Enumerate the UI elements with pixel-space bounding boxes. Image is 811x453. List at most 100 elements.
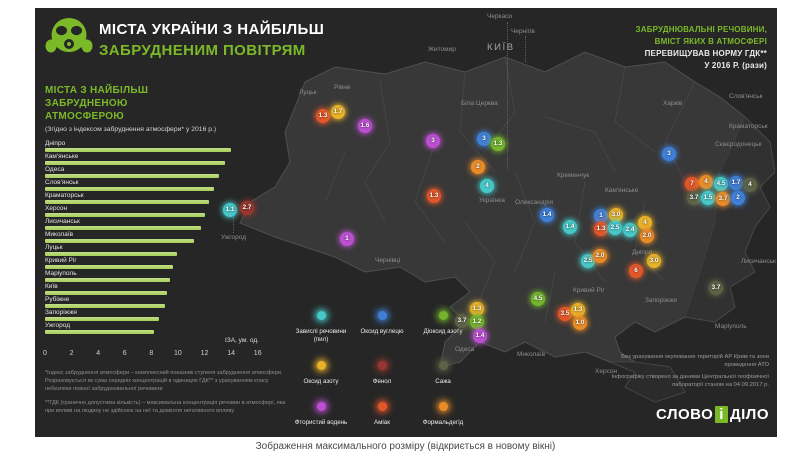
bar-value	[45, 291, 168, 295]
map-city-label: Житомир	[428, 46, 456, 53]
map-city-label: Одеса	[455, 346, 475, 353]
gas-mask-icon	[45, 18, 93, 53]
bar-value	[45, 213, 205, 217]
pollutant-marker: 3	[426, 134, 440, 148]
leader-line	[525, 36, 526, 62]
footnote-1: *Індекс забруднення атмосфери – комплекс…	[45, 370, 283, 392]
axis-tick-label: 6	[122, 350, 127, 357]
pollutant-marker: 4	[480, 179, 494, 193]
bar-value	[45, 148, 232, 152]
pollutant-marker: 1.7	[331, 105, 345, 119]
pollutant-marker: 2.5	[608, 221, 622, 235]
pollutant-marker: 2	[731, 191, 745, 205]
dust-icon	[316, 311, 326, 320]
bar-row: Маріуполь	[45, 270, 293, 282]
logo-word2: і	[715, 406, 728, 423]
map-city-label: Дніпро	[632, 249, 653, 256]
bar-chart-panel: МІСТА З НАЙБІЛЬШ ЗАБРУДНЕНОЮ АТМОСФЕРОЮ …	[43, 84, 293, 416]
soot-icon	[438, 360, 448, 370]
bar-city-label: Кривий Ріг	[45, 257, 77, 264]
bar-city-label: Маріуполь	[45, 270, 77, 277]
hf-icon	[316, 402, 326, 412]
bar-row: Кривий Ріг	[45, 257, 293, 269]
pollutant-marker: 2.4	[623, 223, 637, 237]
legend-item: Завислі речовини (пил)	[293, 307, 349, 344]
bar-row: Луцьк	[45, 244, 293, 256]
pollutant-marker: 3.5	[558, 307, 572, 321]
ukraine-map	[239, 51, 775, 403]
logo-word3: ДІЛО	[729, 406, 769, 423]
bar-value	[45, 252, 177, 256]
bar-city-label: Запоріжжя	[45, 309, 77, 316]
bar-value	[45, 161, 225, 165]
legend-label: Діоксид азоту	[423, 328, 463, 335]
bar-value	[45, 239, 194, 243]
bar-value	[45, 226, 201, 230]
bar-value	[45, 174, 220, 178]
pollutant-marker: 1	[340, 232, 354, 246]
bar-city-label: Лисичанськ	[45, 218, 80, 225]
legend-label: Формальдегід	[422, 419, 464, 427]
pollutant-marker: 1.3	[594, 222, 608, 236]
bar-city-label: Луцьк	[45, 244, 63, 251]
bar-city-label: Ужгород	[45, 322, 70, 329]
map-city-label: Херсон	[595, 368, 618, 375]
pollutant-marker: 1.3	[571, 303, 585, 317]
fullsize-image-link[interactable]: Зображення максимального розміру (відкри…	[255, 441, 556, 452]
leader-line	[507, 22, 508, 170]
pollutant-marker: 1.3	[470, 302, 484, 316]
legend-item: Сажа	[415, 357, 471, 386]
phenol-icon	[377, 360, 387, 370]
pollutant-marker: 4.5	[714, 177, 728, 191]
bar-row: Київ	[45, 283, 293, 295]
pollutant-marker: 2.0	[593, 249, 607, 263]
legend-item: Формальдегід	[415, 398, 471, 427]
bar-value	[45, 200, 209, 204]
bar-city-label: Миколаїв	[45, 231, 74, 238]
bar-row: Кам'янське	[45, 153, 293, 165]
legend-grid: Завислі речовини (пил) Оксид вуглецю Діокс…	[293, 307, 471, 427]
map-city-label: Кривий Ріг	[573, 287, 605, 294]
page-title-line1: МІСТА УКРАЇНИ З НАЙБІЛЬШ	[99, 21, 325, 38]
pollutant-marker: 1.3	[427, 189, 441, 203]
bar-row: Херсон	[45, 205, 293, 217]
legend-label: Оксид азоту	[303, 377, 339, 385]
pollutant-marker: 1.7	[729, 176, 743, 190]
co-icon	[377, 311, 387, 320]
nh3-icon	[377, 402, 387, 412]
pollutant-marker: 1.3	[491, 137, 505, 151]
page-title-line2: ЗАБРУДНЕНИМ ПОВІТРЯМ	[99, 42, 306, 59]
pollutant-marker: 7	[685, 177, 699, 191]
page-title: МІСТА УКРАЇНИ З НАЙБІЛЬШ ЗАБРУДНЕНИМ ПОВ…	[99, 19, 324, 61]
pollutant-marker: 3	[662, 147, 676, 161]
legend-label: Фтористий водень	[294, 419, 348, 427]
bar-row: Одеса	[45, 166, 293, 178]
axis-tick-label: 2	[69, 350, 74, 357]
map-legend-note: ЗАБРУДНЮВАЛЬНІ РЕЧОВИНИ, ВМІСТ ЯКИХ В АТ…	[636, 24, 768, 72]
pollutant-marker: 4	[743, 178, 757, 192]
pollutant-marker: 4	[638, 216, 652, 230]
map-city-label: Маріуполь	[715, 323, 747, 330]
bar-chart-subtitle: (Згідно з індексом забруднення атмосфери…	[45, 126, 217, 133]
bar-row: Слов'янськ	[45, 179, 293, 191]
map-city-label: Українка	[479, 197, 505, 204]
pollutant-marker: 3.7	[709, 281, 723, 295]
region-borders	[324, 56, 696, 323]
axis-tick-label: 8	[149, 350, 154, 357]
bar-row: Краматорськ	[45, 192, 293, 204]
legend-label: Оксид вуглецю	[360, 328, 404, 335]
form-icon	[438, 402, 448, 412]
map-city-label: Краматорськ	[729, 123, 768, 130]
leader-line	[233, 217, 234, 233]
bar-city-label: Слов'янськ	[45, 179, 79, 186]
pollutant-marker: 1.4	[563, 220, 577, 234]
pollutant-marker: 3.7	[455, 314, 469, 328]
legend-label: Завислі речовини (пил)	[295, 328, 347, 343]
bar-city-label: Рубіжне	[45, 296, 70, 303]
slovo-i-dilo-logo: СЛОВО і ДІЛО	[656, 406, 769, 423]
bar-value	[45, 317, 160, 321]
map-city-label: Біла Церква	[461, 100, 498, 107]
legend-item: Фтористий водень	[293, 398, 349, 427]
pollutant-marker: 3.7	[687, 191, 701, 205]
map-city-label: Харків	[663, 100, 683, 107]
